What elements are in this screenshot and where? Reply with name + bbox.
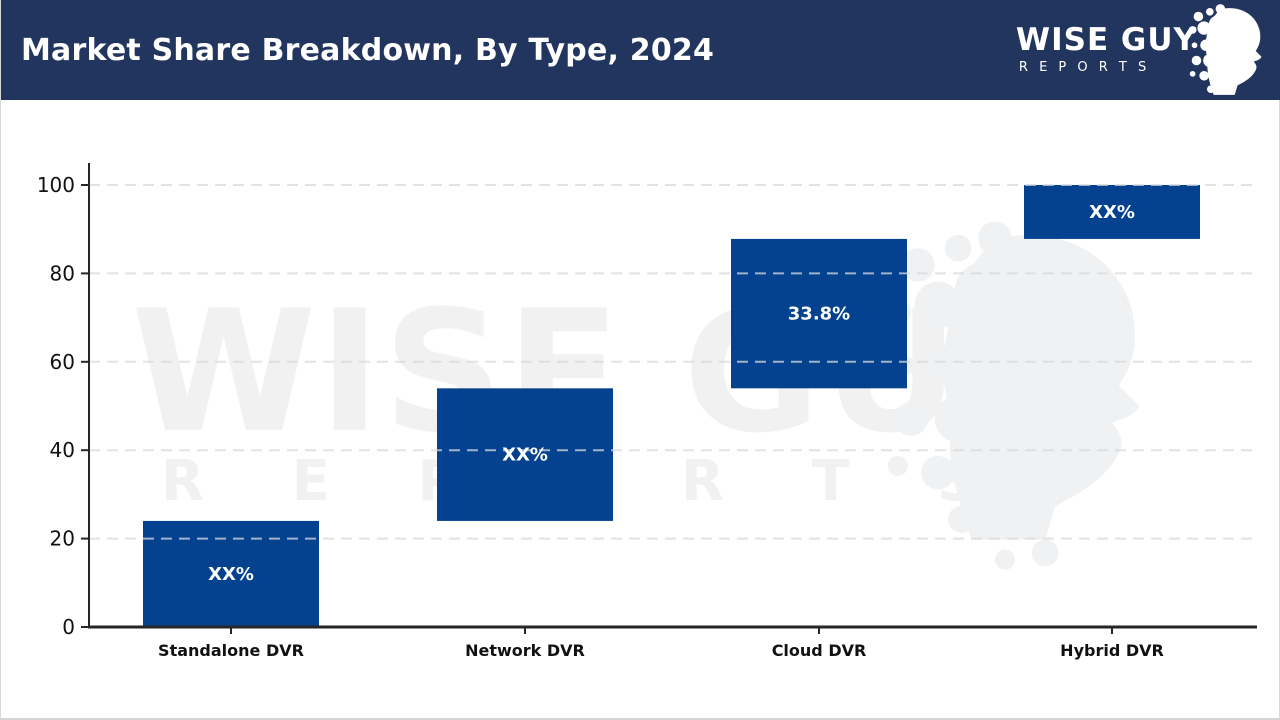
brand-logo-text: WISE GUY R E P O R T S: [1015, 22, 1197, 76]
bar-network-dvr: [437, 388, 613, 521]
x-category-label: Cloud DVR: [772, 641, 867, 660]
bar-hybrid-dvr: [1024, 185, 1200, 239]
brand-logo: WISE GUY R E P O R T S: [1016, 0, 1271, 100]
head-profile-icon: [1188, 4, 1262, 95]
bar-value-label: XX%: [502, 445, 548, 466]
bar-value-label: XX%: [1089, 202, 1135, 223]
y-tick-label: 20: [50, 527, 75, 551]
axes-layer: [81, 163, 1257, 634]
watermark-head-icon: [884, 221, 1139, 570]
y-tick-label: 40: [50, 438, 75, 462]
bars-layer: [143, 185, 1200, 627]
brand-name: WISE GUY: [1015, 22, 1197, 58]
bar-cloud-dvr: [731, 238, 907, 389]
x-category-label: Network DVR: [465, 641, 585, 660]
chart-title: Market Share Breakdown, By Type, 2024: [21, 32, 715, 68]
chart-area: WISE GUY R E P O R T S: [1, 100, 1280, 720]
y-tick-label: 0: [62, 615, 75, 639]
labels-layer: XX% XX% 33.8% XX% 0 20 40 60 80 100 Standalone DVR…: [37, 173, 1164, 660]
header: Market Share Breakdown, By Type, 2024 WI…: [1, 0, 1280, 100]
bar-value-label: XX%: [208, 564, 254, 585]
y-tick-label: 100: [37, 173, 75, 197]
y-tick-label: 80: [50, 261, 75, 285]
brand-subtitle: R E P O R T S: [1018, 60, 1150, 75]
x-category-label: Standalone DVR: [158, 641, 304, 660]
y-tick-label: 60: [50, 350, 75, 374]
waterfall-chart: WISE GUY R E P O R T S: [37, 163, 1257, 660]
x-category-label: Hybrid DVR: [1060, 641, 1164, 660]
bar-value-label: 33.8%: [788, 304, 850, 325]
grid-layer: [89, 184, 1257, 540]
